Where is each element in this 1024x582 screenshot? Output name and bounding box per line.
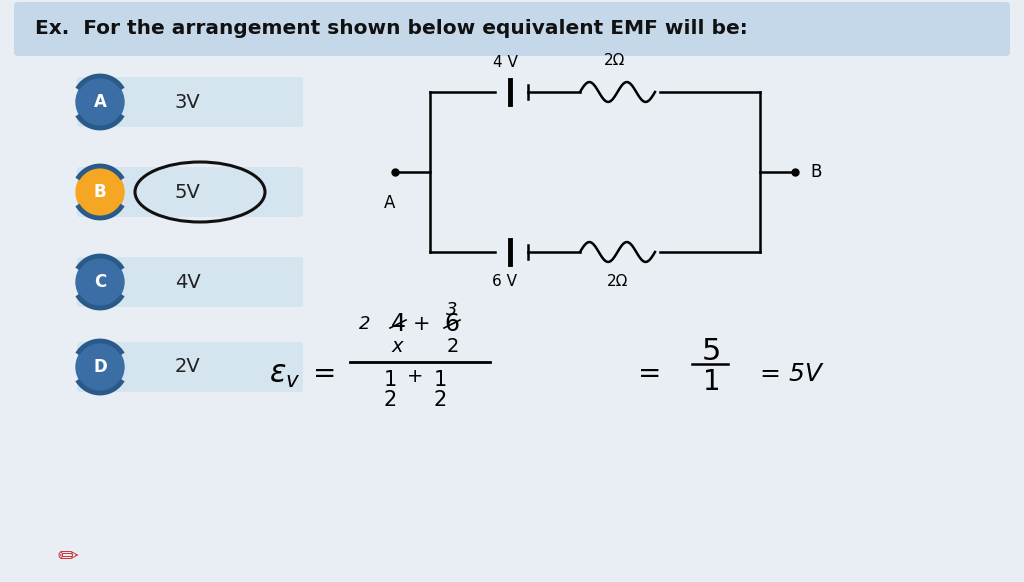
FancyBboxPatch shape xyxy=(77,77,303,127)
Text: 6 V: 6 V xyxy=(493,274,517,289)
Text: 5V: 5V xyxy=(175,183,201,201)
Circle shape xyxy=(76,168,124,216)
Text: 3V: 3V xyxy=(175,93,201,112)
Text: Ex.  For the arrangement shown below equivalent EMF will be:: Ex. For the arrangement shown below equi… xyxy=(35,20,748,38)
Text: 2V: 2V xyxy=(175,357,201,377)
Text: $\it{1}$: $\it{1}$ xyxy=(701,368,719,396)
Text: D: D xyxy=(93,358,106,376)
Text: $\it{5}$: $\it{5}$ xyxy=(700,338,720,367)
Text: = 5V: = 5V xyxy=(760,362,822,386)
FancyBboxPatch shape xyxy=(55,0,1015,582)
FancyBboxPatch shape xyxy=(14,2,1010,56)
Text: B: B xyxy=(810,163,821,181)
Text: A: A xyxy=(93,93,106,111)
Text: $\it{x}$: $\it{x}$ xyxy=(391,338,406,357)
FancyBboxPatch shape xyxy=(77,167,303,217)
FancyBboxPatch shape xyxy=(77,257,303,307)
Text: 2Ω: 2Ω xyxy=(607,274,629,289)
Text: 4 V: 4 V xyxy=(493,55,517,70)
Text: ✏: ✏ xyxy=(57,545,79,569)
Circle shape xyxy=(76,78,124,126)
Text: =: = xyxy=(313,360,337,388)
Text: C: C xyxy=(94,273,106,291)
Text: 4V: 4V xyxy=(175,272,201,292)
Text: $\it{6}$: $\it{6}$ xyxy=(444,312,460,336)
Text: $\it{2}$: $\it{2}$ xyxy=(445,338,458,357)
Text: 2: 2 xyxy=(359,315,371,333)
Text: B: B xyxy=(93,183,106,201)
Text: +: + xyxy=(407,367,423,386)
Text: =: = xyxy=(638,360,662,388)
Text: $\it{1}$: $\it{1}$ xyxy=(383,370,396,390)
Text: $\it{4}$: $\it{4}$ xyxy=(390,312,406,336)
Text: $\it{2}$: $\it{2}$ xyxy=(383,390,396,410)
Text: +: + xyxy=(414,314,431,334)
Circle shape xyxy=(76,343,124,391)
Text: 2Ω: 2Ω xyxy=(604,53,626,68)
FancyBboxPatch shape xyxy=(77,342,303,392)
Text: $\varepsilon_{\it{v}}$: $\varepsilon_{\it{v}}$ xyxy=(269,359,301,389)
Text: $\it{1}$: $\it{1}$ xyxy=(433,370,446,390)
Circle shape xyxy=(76,258,124,306)
Text: A: A xyxy=(384,194,395,212)
Text: 3: 3 xyxy=(446,301,458,319)
Text: $\it{2}$: $\it{2}$ xyxy=(433,390,446,410)
